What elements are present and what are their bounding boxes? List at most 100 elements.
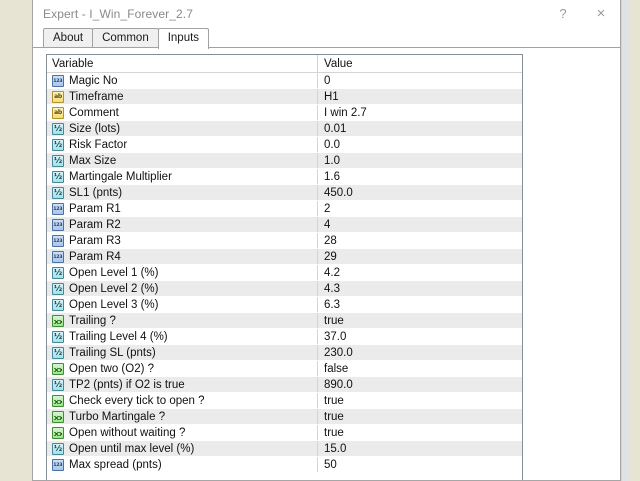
table-row[interactable]: Open Level 2 (%) 4.3 xyxy=(47,281,522,297)
table-row[interactable]: SL1 (pnts) 450.0 xyxy=(47,185,522,201)
variable-name: Param R3 xyxy=(69,234,121,247)
table-cell-variable: Trailing ? xyxy=(47,313,318,328)
table-cell-variable: Trailing SL (pnts) xyxy=(47,345,318,360)
table-cell-variable: Timeframe xyxy=(47,89,318,104)
table-cell-value[interactable]: 1.6 xyxy=(318,169,522,184)
header-label-value: Value xyxy=(324,57,353,70)
variable-value: 29 xyxy=(324,250,337,263)
boolean-type-icon xyxy=(52,426,64,439)
table-cell-value[interactable]: 0.0 xyxy=(318,137,522,152)
close-button[interactable]: × xyxy=(596,5,606,22)
integer-type-icon xyxy=(52,202,64,215)
table-row[interactable]: Open Level 1 (%) 4.2 xyxy=(47,265,522,281)
variable-value: 0.01 xyxy=(324,122,347,135)
table-row[interactable]: Turbo Martingale ? true xyxy=(47,409,522,425)
title-bar: Expert - I_Win_Forever_2.7 ? × xyxy=(33,0,620,27)
boolean-type-icon xyxy=(52,314,64,327)
table-cell-value[interactable]: 450.0 xyxy=(318,185,522,200)
table-cell-value[interactable]: true xyxy=(318,409,522,424)
double-type-icon xyxy=(52,122,64,135)
double-type-icon xyxy=(52,186,64,199)
table-row[interactable]: Max spread (pnts) 50 xyxy=(47,457,522,473)
table-row[interactable]: Open without waiting ? true xyxy=(47,425,522,441)
table-cell-value[interactable]: 230.0 xyxy=(318,345,522,360)
table-row[interactable]: TP2 (pnts) if O2 is true 890.0 xyxy=(47,377,522,393)
table-cell-value[interactable]: 15.0 xyxy=(318,441,522,456)
table-cell-value[interactable]: 4 xyxy=(318,217,522,232)
table-cell-variable: Param R4 xyxy=(47,249,318,264)
table-row[interactable]: Size (lots) 0.01 xyxy=(47,121,522,137)
string-type-icon xyxy=(52,106,64,119)
table-cell-value[interactable]: 6.3 xyxy=(318,297,522,312)
double-type-icon xyxy=(52,154,64,167)
variable-value: true xyxy=(324,426,344,439)
variable-value: H1 xyxy=(324,90,339,103)
table-row[interactable]: Param R4 29 xyxy=(47,249,522,265)
table-row[interactable]: Magic No 0 xyxy=(47,73,522,89)
table-cell-variable: Param R1 xyxy=(47,201,318,216)
table-row[interactable]: Comment I win 2.7 xyxy=(47,105,522,121)
integer-type-icon xyxy=(52,458,64,471)
table-row[interactable]: Risk Factor 0.0 xyxy=(47,137,522,153)
table-row[interactable]: Timeframe H1 xyxy=(47,89,522,105)
tab-common[interactable]: Common xyxy=(92,28,159,48)
variable-name: Comment xyxy=(69,106,119,119)
table-cell-value[interactable]: true xyxy=(318,393,522,408)
variable-name: Turbo Martingale ? xyxy=(69,410,166,423)
table-cell-value[interactable]: H1 xyxy=(318,89,522,104)
table-cell-value[interactable]: false xyxy=(318,361,522,376)
table-cell-value[interactable]: I win 2.7 xyxy=(318,105,522,120)
variable-name: Open until max level (%) xyxy=(69,442,195,455)
table-row[interactable]: Param R1 2 xyxy=(47,201,522,217)
table-cell-variable: Max Size xyxy=(47,153,318,168)
table-cell-variable: Param R3 xyxy=(47,233,318,248)
table-cell-value[interactable]: true xyxy=(318,313,522,328)
table-row[interactable]: Open until max level (%) 15.0 xyxy=(47,441,522,457)
table-row[interactable]: Open Level 3 (%) 6.3 xyxy=(47,297,522,313)
table-cell-value[interactable]: 4.2 xyxy=(318,265,522,280)
table-cell-value[interactable]: 50 xyxy=(318,457,522,472)
table-cell-value[interactable]: 28 xyxy=(318,233,522,248)
table-row[interactable]: Trailing Level 4 (%) 37.0 xyxy=(47,329,522,345)
table-cell-value[interactable]: 0.01 xyxy=(318,121,522,136)
table-cell-value[interactable]: true xyxy=(318,425,522,440)
table-cell-variable: Open without waiting ? xyxy=(47,425,318,440)
variable-value: true xyxy=(324,314,344,327)
table-row[interactable]: Param R3 28 xyxy=(47,233,522,249)
table-row[interactable]: Param R2 4 xyxy=(47,217,522,233)
variable-value: 37.0 xyxy=(324,330,347,343)
boolean-type-icon xyxy=(52,362,64,375)
tab-inputs[interactable]: Inputs xyxy=(157,28,210,49)
table-row[interactable]: Martingale Multiplier 1.6 xyxy=(47,169,522,185)
inputs-table[interactable]: Variable Value Magic No 0 Timeframe H1 Comme… xyxy=(46,54,523,480)
tab-about[interactable]: About xyxy=(43,28,94,48)
table-header-row: Variable Value xyxy=(47,55,522,73)
table-cell-variable: Open Level 1 (%) xyxy=(47,265,318,280)
variable-value: 230.0 xyxy=(324,346,353,359)
table-row[interactable]: Max Size 1.0 xyxy=(47,153,522,169)
title-bar-buttons: ? × xyxy=(544,0,620,27)
variable-name: Martingale Multiplier xyxy=(69,170,172,183)
table-cell-value[interactable]: 29 xyxy=(318,249,522,264)
table-cell-value[interactable]: 2 xyxy=(318,201,522,216)
table-row[interactable]: Open two (O2) ? false xyxy=(47,361,522,377)
boolean-type-icon xyxy=(52,394,64,407)
table-row[interactable]: Trailing ? true xyxy=(47,313,522,329)
table-cell-variable: Size (lots) xyxy=(47,121,318,136)
double-type-icon xyxy=(52,298,64,311)
table-row[interactable]: Trailing SL (pnts) 230.0 xyxy=(47,345,522,361)
table-cell-value[interactable]: 0 xyxy=(318,73,522,88)
help-button[interactable]: ? xyxy=(559,6,567,21)
variable-value: 15.0 xyxy=(324,442,347,455)
variable-name: SL1 (pnts) xyxy=(69,186,123,199)
table-cell-value[interactable]: 1.0 xyxy=(318,153,522,168)
desktop-right-background xyxy=(629,0,640,481)
table-cell-value[interactable]: 890.0 xyxy=(318,377,522,392)
table-row[interactable]: Check every tick to open ? true xyxy=(47,393,522,409)
table-cell-value[interactable]: 4.3 xyxy=(318,281,522,296)
variable-value: 1.0 xyxy=(324,154,340,167)
double-type-icon xyxy=(52,170,64,183)
double-type-icon xyxy=(52,442,64,455)
table-cell-value[interactable]: 37.0 xyxy=(318,329,522,344)
table-cell-variable: Comment xyxy=(47,105,318,120)
